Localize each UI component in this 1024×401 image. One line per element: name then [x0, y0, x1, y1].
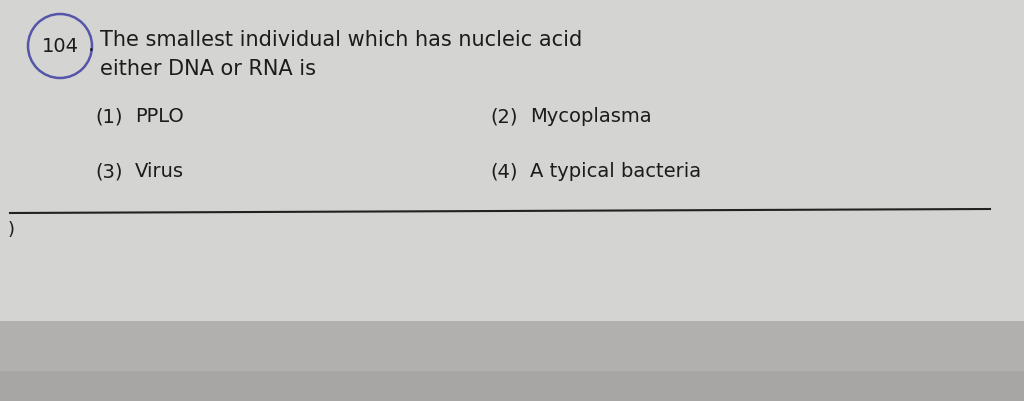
- Text: (1): (1): [95, 107, 123, 126]
- Text: A typical bacteria: A typical bacteria: [530, 162, 701, 181]
- Text: Virus: Virus: [135, 162, 184, 181]
- Text: The smallest individual which has nucleic acid: The smallest individual which has nuclei…: [100, 30, 583, 50]
- Bar: [0, 0, 1024, 321]
- Text: either DNA or RNA is: either DNA or RNA is: [100, 59, 316, 79]
- Text: .: .: [88, 35, 94, 55]
- Text: PPLO: PPLO: [135, 107, 183, 126]
- Bar: [0, 371, 1024, 401]
- Text: ): ): [8, 221, 15, 239]
- Text: (2): (2): [490, 107, 517, 126]
- Bar: [0, 321, 1024, 401]
- Text: (4): (4): [490, 162, 517, 181]
- Text: (3): (3): [95, 162, 123, 181]
- Text: Mycoplasma: Mycoplasma: [530, 107, 651, 126]
- Text: 104: 104: [42, 37, 79, 57]
